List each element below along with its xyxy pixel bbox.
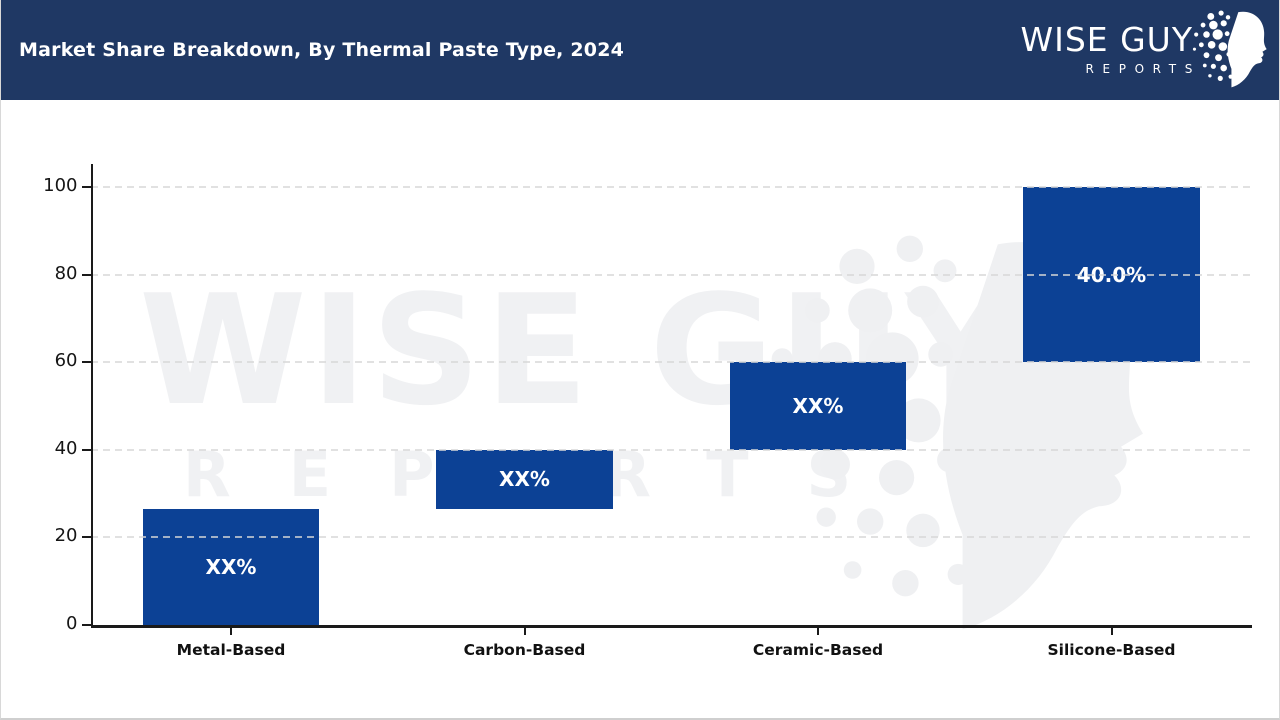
- x-category-label: Ceramic-Based: [752, 641, 884, 659]
- y-gridline: [90, 448, 1252, 451]
- x-category-label: Silicone-Based: [1047, 641, 1176, 659]
- bar-value-label: XX%: [205, 554, 257, 579]
- y-gridline: [90, 536, 1252, 539]
- y-tick-mark: [81, 448, 91, 451]
- bar-value-label: XX%: [792, 393, 844, 418]
- y-tick-label: 40: [54, 437, 78, 459]
- brand-name-text: WISE GUY: [1020, 20, 1193, 59]
- y-tick-mark: [81, 186, 91, 188]
- y-tick-mark: [81, 273, 91, 276]
- bar-metal-based: XX%: [142, 508, 320, 625]
- y-gridline: [90, 361, 1252, 364]
- y-tick-label: 20: [54, 525, 78, 547]
- y-gridline: [90, 273, 1252, 276]
- y-tick-mark: [81, 536, 91, 539]
- bar-value-label: XX%: [499, 467, 550, 492]
- bar-ceramic-based: XX%: [729, 362, 907, 450]
- x-tick-mark: [1110, 628, 1113, 635]
- brand-sub-text: REPORTS: [1085, 62, 1201, 76]
- y-tick-label: 0: [66, 613, 78, 634]
- chart-title: Market Share Breakdown, By Thermal Paste…: [19, 39, 625, 61]
- x-category-label: Carbon-Based: [463, 641, 586, 659]
- y-tick-mark: [81, 624, 91, 626]
- x-tick-mark: [230, 628, 232, 635]
- y-tick-label: 80: [54, 262, 78, 284]
- brand-head-dots-icon: [1192, 10, 1267, 88]
- y-axis-line: [90, 164, 93, 628]
- x-axis-line: [90, 625, 1252, 628]
- y-tick-label: 100: [43, 175, 78, 196]
- brand-logo: WISE GUY REPORTS: [1011, 4, 1271, 96]
- header-bar: Market Share Breakdown, By Thermal Paste…: [1, 0, 1279, 100]
- y-tick-label: 60: [54, 350, 78, 372]
- x-tick-mark: [817, 628, 819, 635]
- y-gridline: [90, 186, 1252, 188]
- x-category-label: Metal-Based: [176, 641, 286, 659]
- bar-carbon-based: XX%: [436, 449, 613, 509]
- x-tick-mark: [523, 628, 526, 635]
- y-tick-mark: [81, 361, 91, 364]
